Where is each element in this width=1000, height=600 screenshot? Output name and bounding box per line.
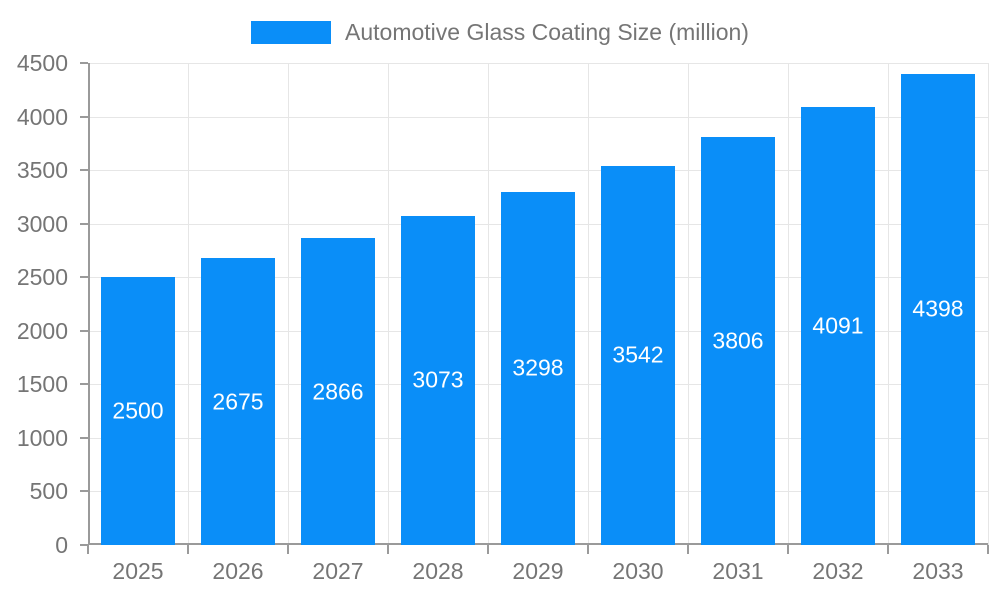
y-axis-tick-label: 4500 — [16, 50, 68, 76]
legend-swatch[interactable] — [251, 20, 332, 44]
bar-value-label: 3542 — [612, 341, 664, 368]
bar-2031[interactable]: 3806 — [701, 137, 775, 545]
x-gridline — [488, 63, 489, 545]
y-axis-tick-label: 2000 — [16, 317, 68, 344]
bar-2028[interactable]: 3073 — [401, 215, 475, 545]
bar-2029[interactable]: 3298 — [501, 191, 575, 545]
y-axis-tick-mark — [80, 490, 88, 493]
x-axis-tick-mark — [887, 545, 889, 554]
y-axis-tick-label: 1000 — [16, 424, 68, 451]
x-axis-tick-mark — [987, 545, 989, 554]
x-axis-tick-mark — [787, 545, 789, 554]
chart-legend: Automotive Glass Coating Size (million) — [0, 16, 1000, 48]
y-axis-tick-label: 500 — [29, 478, 68, 505]
y-axis-tick-label: 4000 — [16, 103, 68, 130]
x-gridline — [288, 63, 289, 545]
y-axis-tick-label: 3000 — [16, 210, 68, 237]
x-axis-tick-label: 2031 — [712, 558, 764, 584]
bar-value-label: 2675 — [212, 388, 264, 415]
y-axis-tick-mark — [80, 115, 88, 118]
x-axis-tick-mark — [87, 545, 89, 554]
x-gridline — [588, 63, 589, 545]
x-gridline — [788, 63, 789, 545]
x-axis-tick-label: 2029 — [512, 558, 564, 584]
x-axis-tick-mark — [187, 545, 189, 554]
y-axis-tick-label: 1500 — [16, 371, 68, 398]
y-gridline — [88, 116, 988, 118]
x-axis-tick-label: 2025 — [112, 558, 164, 584]
bar-2032[interactable]: 4091 — [801, 106, 875, 545]
x-gridline — [888, 63, 889, 545]
x-axis-tick-label: 2030 — [612, 558, 664, 584]
y-axis-tick-label: 0 — [55, 532, 68, 558]
bar-2033[interactable]: 4398 — [901, 73, 975, 545]
bar-value-label: 2500 — [112, 397, 164, 424]
x-axis-tick-label: 2028 — [412, 558, 464, 584]
bar-value-label: 2866 — [312, 378, 364, 405]
y-axis-line — [88, 63, 90, 545]
y-axis-tick-mark — [80, 436, 88, 439]
y-axis-tick-mark — [80, 62, 88, 64]
x-axis-tick-mark — [387, 545, 389, 554]
x-gridline — [188, 63, 189, 545]
bar-value-label: 4091 — [812, 312, 864, 339]
x-axis-tick-mark — [487, 545, 489, 554]
x-axis-tick-mark — [587, 545, 589, 554]
y-gridline — [88, 170, 988, 172]
y-axis-tick-label: 3500 — [16, 157, 68, 184]
x-gridline — [688, 63, 689, 545]
x-gridline — [388, 63, 389, 545]
bar-2027[interactable]: 2866 — [301, 238, 375, 545]
y-axis-tick-mark — [80, 222, 88, 225]
bar-2030[interactable]: 3542 — [601, 165, 675, 545]
y-axis-tick-label: 2500 — [16, 264, 68, 291]
x-axis-tick-label: 2026 — [212, 558, 264, 584]
x-axis-tick-label: 2027 — [312, 558, 364, 584]
x-axis-tick-label: 2032 — [812, 558, 864, 584]
bar-2026[interactable]: 2675 — [201, 258, 275, 545]
y-gridline — [88, 63, 988, 64]
x-axis-tick-mark — [687, 545, 689, 554]
x-axis-tick-mark — [287, 545, 289, 554]
y-axis-tick-mark — [80, 383, 88, 386]
plot-area: 2500 2675 2866 3073 3298 3542 3806 4091 4398 — [88, 63, 989, 545]
legend-label[interactable]: Automotive Glass Coating Size (million) — [345, 18, 749, 45]
bar-value-label: 3806 — [712, 327, 764, 354]
x-gridline — [988, 63, 989, 545]
y-axis-tick-mark — [80, 544, 88, 546]
bar-2025[interactable]: 2500 — [101, 277, 175, 545]
bar-value-label: 3073 — [412, 366, 464, 393]
y-axis-tick-mark — [80, 276, 88, 279]
y-axis-tick-mark — [80, 169, 88, 172]
y-axis-tick-mark — [80, 329, 88, 332]
x-axis-tick-label: 2033 — [912, 558, 964, 584]
bar-value-label: 3298 — [512, 354, 564, 381]
bar-value-label: 4398 — [912, 295, 964, 322]
